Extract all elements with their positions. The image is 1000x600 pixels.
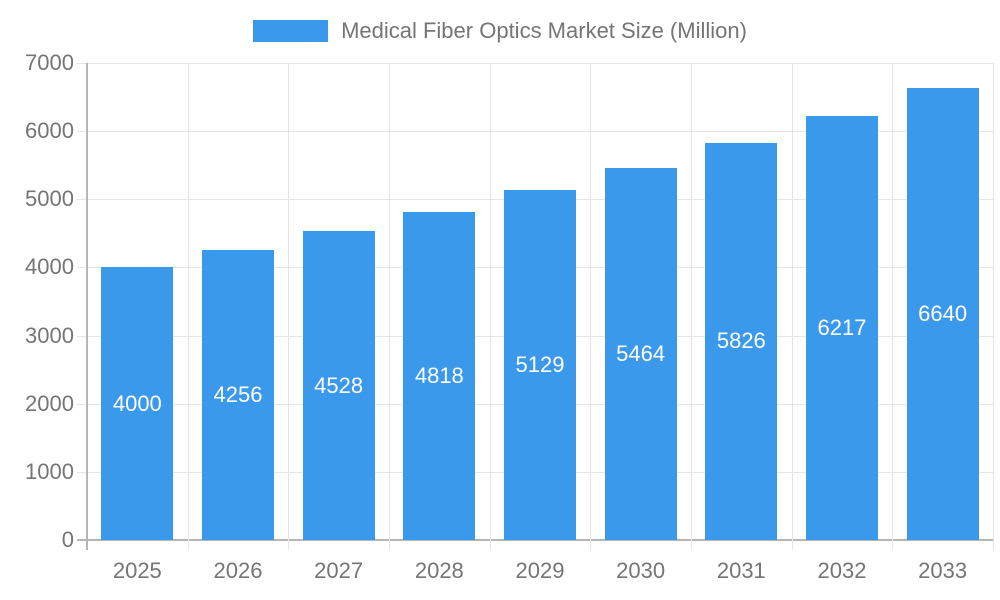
x-axis-tick-label: 2025: [112, 558, 162, 583]
x-axis-tick-label: 2033: [918, 558, 968, 583]
bar-value-label: 5464: [616, 340, 666, 366]
bar: [806, 116, 878, 540]
bar-value-label: 4256: [213, 381, 263, 407]
y-axis-tick-label: 6000: [25, 118, 74, 144]
bar: [302, 231, 375, 540]
y-axis-tick-label: 3000: [25, 322, 74, 348]
x-tick-mark: [590, 540, 592, 550]
y-tick-mark: [77, 267, 87, 269]
x-tick-mark: [993, 540, 994, 550]
x-tick-mark: [892, 540, 894, 550]
x-tick-mark: [288, 540, 290, 550]
x-gridline: [187, 63, 189, 540]
bar: [403, 211, 476, 540]
x-axis-tick-label: 2026: [213, 558, 263, 583]
x-axis-tick-label: 2027: [314, 558, 364, 583]
y-axis-tick-label: 0: [61, 527, 74, 552]
x-tick-mark: [389, 540, 390, 550]
bar-value-label: 4000: [112, 390, 162, 416]
bar-value-label: 6640: [918, 300, 968, 326]
y-tick-mark: [77, 539, 87, 541]
legend-swatch: [253, 20, 329, 42]
x-tick-mark: [86, 540, 88, 550]
bar-value-label: 6217: [817, 315, 867, 341]
y-gridline: [87, 539, 993, 541]
bar-value-label: 4818: [414, 362, 464, 388]
x-tick-mark: [187, 540, 189, 550]
y-tick-mark: [77, 199, 87, 201]
legend-label: Medical Fiber Optics Market Size (Millio…: [341, 18, 747, 43]
bar: [504, 190, 576, 540]
legend-item[interactable]: Medical Fiber Optics Market Size (Millio…: [253, 18, 747, 44]
y-gridline: [87, 63, 993, 64]
y-gridline: [87, 131, 993, 133]
bar: [705, 142, 778, 540]
x-gridline: [389, 63, 390, 540]
x-gridline: [993, 63, 994, 540]
bar: [906, 87, 979, 540]
x-axis-tick-label: 2030: [616, 558, 666, 583]
x-gridline: [489, 63, 491, 540]
x-gridline: [791, 63, 793, 540]
y-tick-mark: [77, 63, 87, 64]
y-axis-tick-label: 4000: [25, 254, 74, 280]
y-tick-mark: [77, 335, 87, 337]
bar: [202, 249, 274, 540]
x-gridline: [590, 63, 592, 540]
bar-value-label: 5129: [515, 352, 565, 378]
x-gridline: [288, 63, 290, 540]
x-gridline: [691, 63, 692, 540]
bar: [604, 167, 677, 540]
x-tick-mark: [691, 540, 692, 550]
y-axis-tick-label: 1000: [25, 458, 74, 484]
y-axis-tick-label: 2000: [25, 390, 74, 416]
x-axis-tick-label: 2031: [716, 558, 766, 583]
x-tick-mark: [489, 540, 491, 550]
bar-value-label: 4528: [314, 372, 364, 398]
legend: Medical Fiber Optics Market Size (Millio…: [0, 18, 1000, 44]
bar: [101, 267, 174, 540]
y-tick-mark: [77, 403, 87, 405]
x-axis-tick-label: 2032: [817, 558, 867, 583]
y-axis-line: [86, 63, 88, 540]
x-gridline: [892, 63, 894, 540]
y-axis-tick-label: 5000: [25, 186, 74, 212]
plot-area: 4000 4256 4528 4818 5129 5464 5826 6217 6640: [77, 63, 994, 550]
bar-value-label: 5826: [716, 328, 766, 354]
y-tick-mark: [77, 471, 87, 473]
x-axis-tick-label: 2028: [414, 558, 464, 583]
y-tick-mark: [77, 131, 87, 133]
x-axis-tick-label: 2029: [515, 558, 565, 583]
x-tick-mark: [791, 540, 793, 550]
y-axis-tick-label: 7000: [25, 50, 74, 75]
